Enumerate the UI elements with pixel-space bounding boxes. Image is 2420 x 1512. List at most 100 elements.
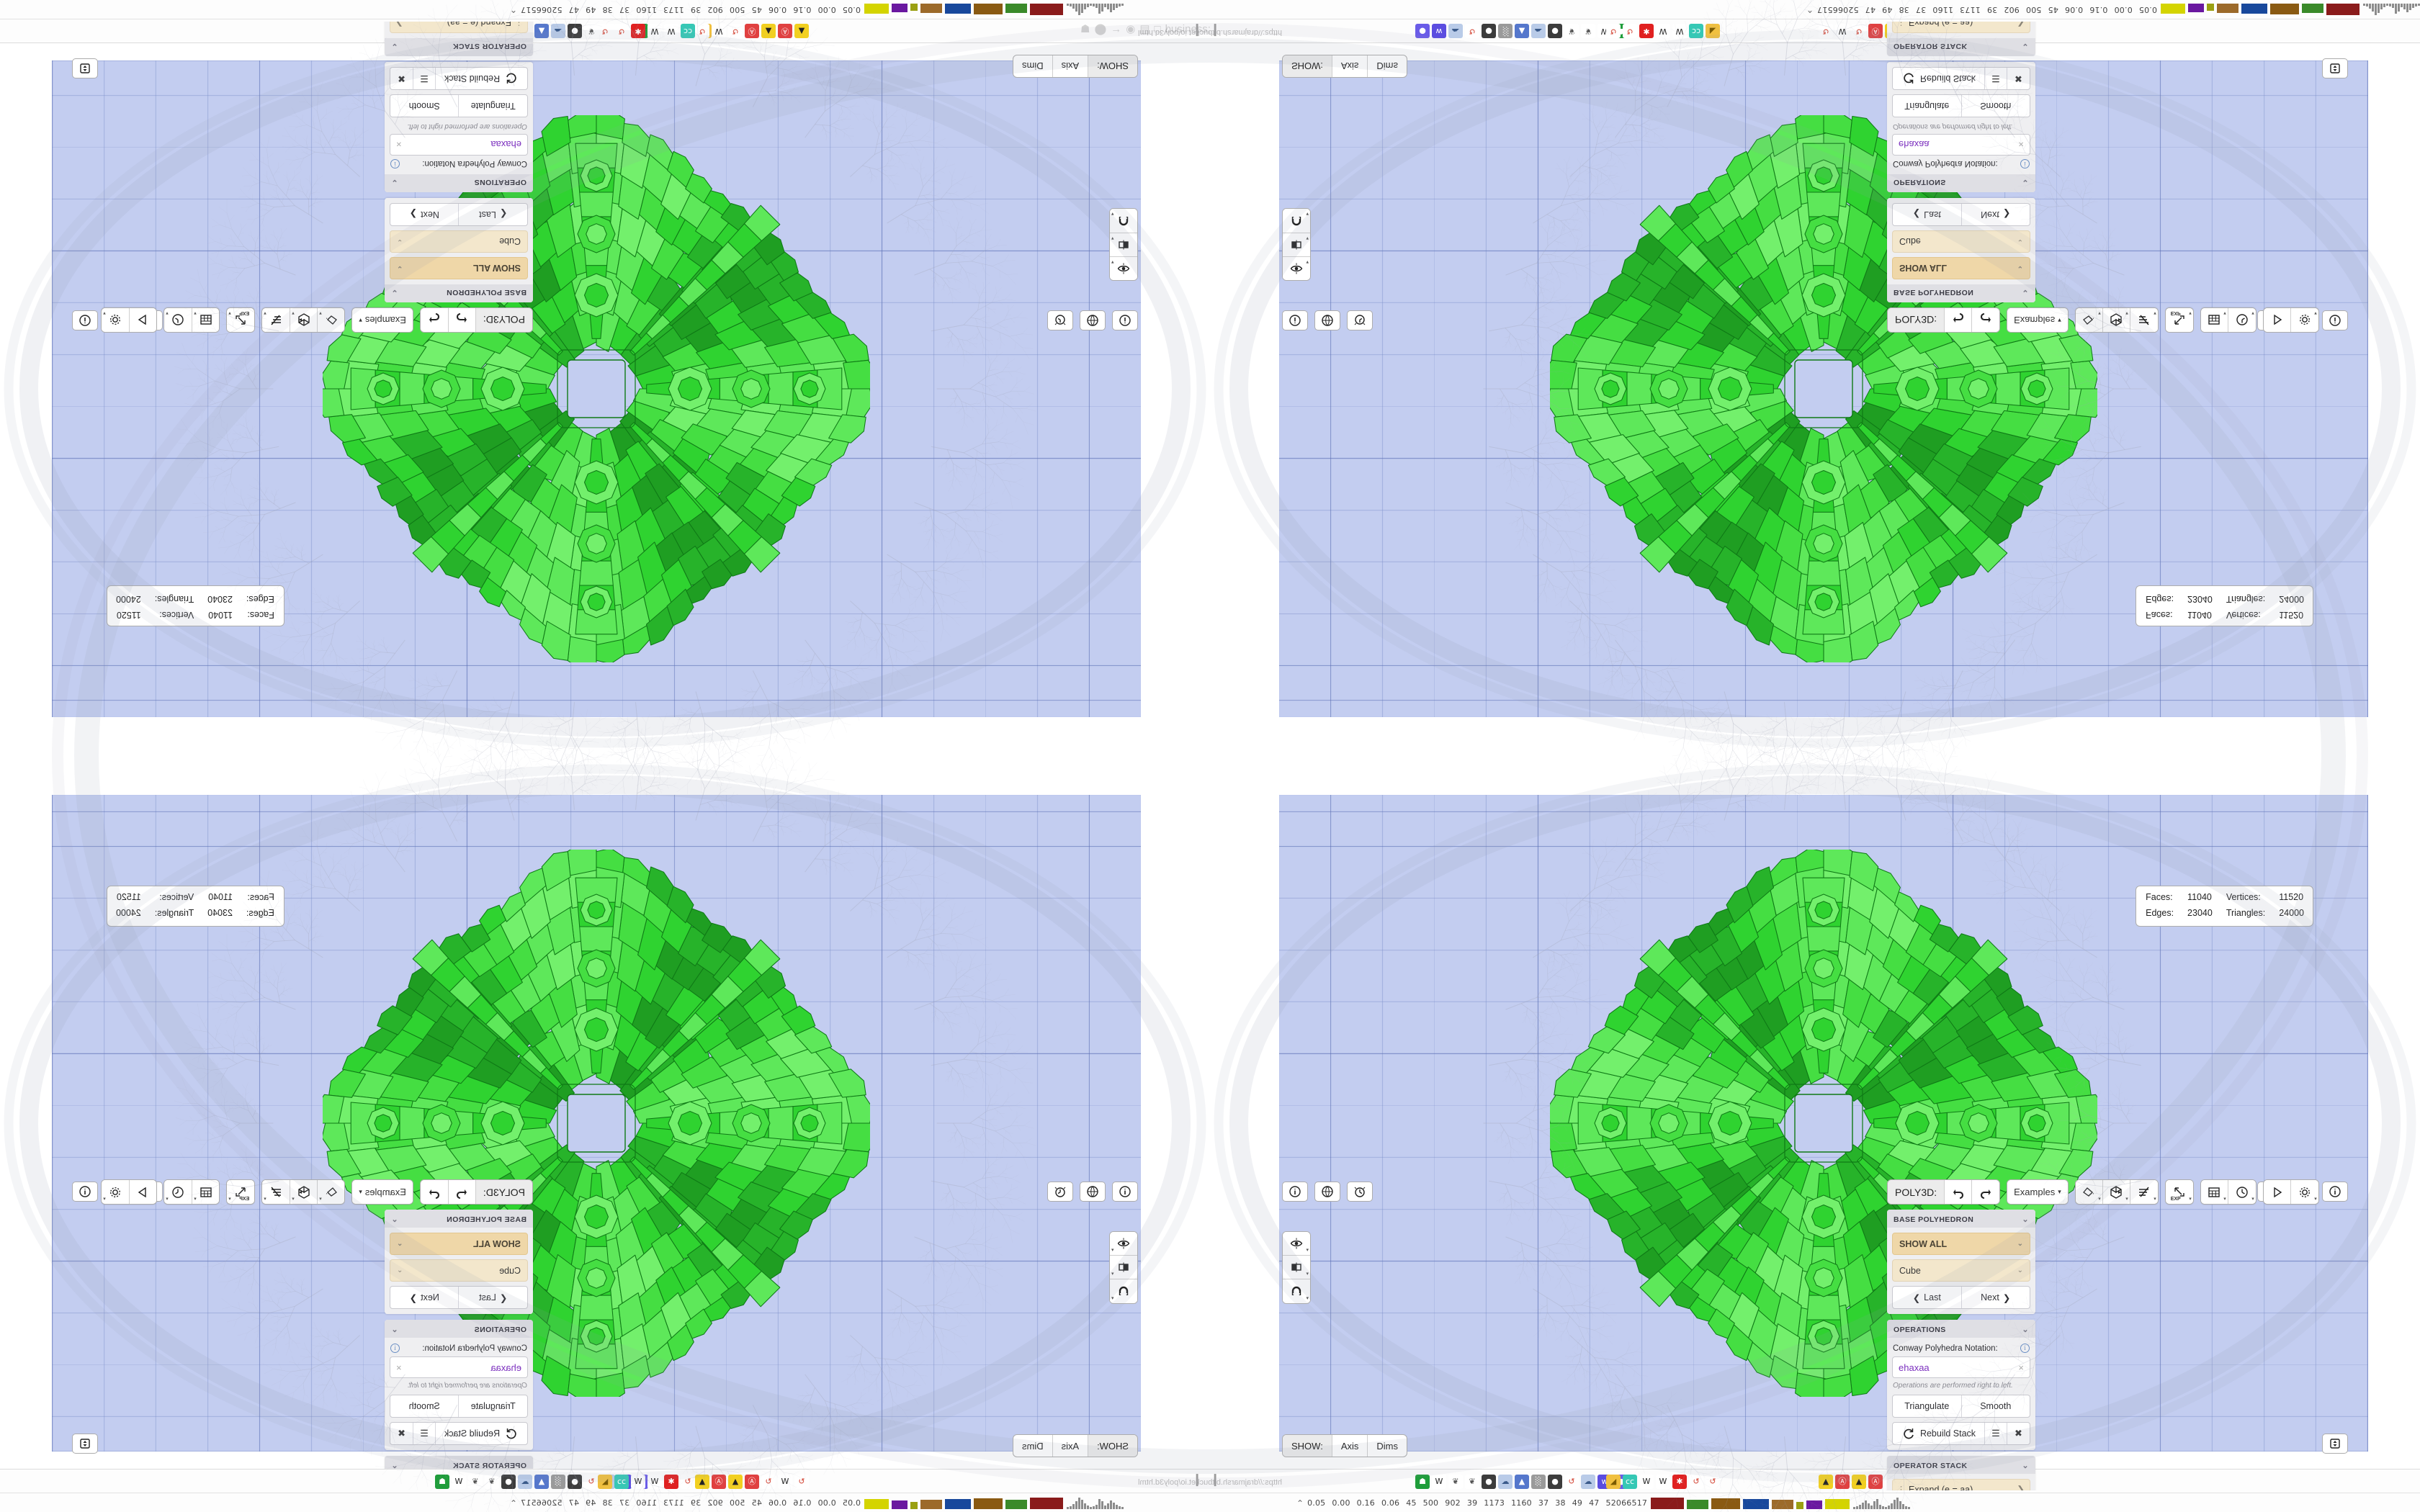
magnet-icon[interactable]: ▾: [1283, 209, 1310, 233]
lines-style-icon[interactable]: ▾: [262, 308, 290, 332]
fit-to-view-icon[interactable]: [2322, 58, 2348, 78]
export-icon[interactable]: EXP ▾: [2165, 1180, 2193, 1204]
grid-table-icon[interactable]: ▾: [2200, 1180, 2228, 1204]
card-header[interactable]: BASE POLYHEDRON ⌄: [385, 284, 533, 302]
taskbar-app-icon[interactable]: ◢: [1606, 1474, 1621, 1489]
close-icon[interactable]: ×: [396, 140, 402, 150]
taskbar-app-icon[interactable]: ☁: [1498, 1474, 1512, 1489]
globe-icon[interactable]: [1080, 310, 1106, 330]
chevron-right-icon[interactable]: ❯: [2017, 1484, 2025, 1491]
list-icon[interactable]: ☰: [1985, 68, 2007, 89]
contrast-icon[interactable]: ▾: [1110, 233, 1137, 256]
play-icon[interactable]: [2263, 308, 2291, 332]
card-header[interactable]: OPERATOR STACK ⌄: [1887, 1456, 2035, 1474]
chevron-down-icon[interactable]: ⌄: [391, 1325, 398, 1334]
close-icon[interactable]: ×: [2018, 140, 2024, 150]
last-button[interactable]: ❮ Last: [1893, 204, 1962, 225]
info-circle-icon[interactable]: [72, 1182, 98, 1202]
undo-button[interactable]: [447, 308, 475, 332]
chevron-down-icon[interactable]: ⌄: [391, 1215, 398, 1224]
taskbar-app-icon[interactable]: ▲: [1515, 1474, 1529, 1489]
card-header[interactable]: BASE POLYHEDRON ⌄: [1887, 1210, 2035, 1228]
taskbar-app-icon[interactable]: ▲: [728, 1474, 743, 1489]
sun-clock-icon[interactable]: [1047, 310, 1073, 330]
chevron-down-icon[interactable]: ⌄: [2022, 178, 2029, 187]
taskbar-app-icon[interactable]: ☗: [1415, 1474, 1430, 1489]
paint-fill-icon[interactable]: ▾: [317, 308, 345, 332]
info-icon[interactable]: i: [2020, 159, 2030, 168]
cube-shade-icon[interactable]: ▾: [290, 308, 318, 332]
info-icon[interactable]: [1112, 310, 1138, 330]
clock-icon[interactable]: ▾: [2228, 1180, 2256, 1204]
cube-shade-icon[interactable]: ▾: [290, 1180, 318, 1204]
show-toggle-axis[interactable]: Axis: [1052, 55, 1088, 77]
fit-to-view-icon[interactable]: [2322, 1434, 2348, 1454]
base-shape-select[interactable]: Cube ⌄: [1892, 230, 2030, 253]
undo-button[interactable]: [1945, 1180, 1973, 1204]
rebuild-stack-button[interactable]: Rebuild Stack: [1893, 68, 1985, 89]
taskbar-app-icon[interactable]: ░: [1531, 1474, 1546, 1489]
export-icon[interactable]: EXP ▾: [2165, 308, 2193, 332]
chevron-down-icon[interactable]: ⌄: [2022, 42, 2029, 51]
eye-visibility-icon[interactable]: ▾: [1110, 256, 1137, 280]
taskbar-app-icon[interactable]: cc: [614, 1474, 629, 1489]
smooth-button[interactable]: Smooth: [1962, 95, 2030, 117]
undo-button[interactable]: [1945, 308, 1973, 332]
clock-icon[interactable]: ▾: [2228, 308, 2256, 332]
taskbar-app-icon[interactable]: ✱: [1672, 1474, 1687, 1489]
eye-visibility-icon[interactable]: ▾: [1110, 1232, 1137, 1256]
base-category-select[interactable]: SHOW ALL ⌄: [390, 1233, 528, 1255]
taskbar-app-icon[interactable]: ↺: [584, 1474, 599, 1489]
next-button[interactable]: Next ❯: [1962, 1287, 2030, 1308]
taskbar-app-icon[interactable]: cc: [1623, 1474, 1637, 1489]
chevron-down-icon[interactable]: ⌄: [391, 178, 398, 187]
smooth-button[interactable]: Smooth: [390, 1395, 459, 1417]
examples-dropdown[interactable]: Examples ▾: [2007, 1180, 2068, 1204]
last-button[interactable]: ❮ Last: [458, 204, 527, 225]
taskbar-app-icon[interactable]: ░: [551, 1474, 565, 1489]
chevron-right-icon[interactable]: ❯: [2017, 22, 2025, 29]
eye-visibility-icon[interactable]: ▾: [1283, 256, 1310, 280]
taskbar-app-icon[interactable]: ☁: [1581, 1474, 1595, 1489]
taskbar-app-icon[interactable]: ❦: [1465, 1474, 1479, 1489]
chevron-down-icon[interactable]: ⌄: [2022, 1325, 2029, 1334]
paint-fill-icon[interactable]: ▾: [2075, 308, 2103, 332]
taskbar-app-icon[interactable]: ❦: [468, 1474, 483, 1489]
conway-notation-input[interactable]: ehaxaa ×: [1892, 1356, 2030, 1378]
taskbar-app-icon[interactable]: ◢: [598, 1474, 612, 1489]
chevron-right-icon[interactable]: ❯: [395, 22, 403, 29]
base-category-select[interactable]: SHOW ALL ⌄: [1892, 257, 2030, 279]
card-header[interactable]: BASE POLYHEDRON ⌄: [385, 1210, 533, 1228]
chevron-down-icon[interactable]: ⌄: [2022, 288, 2029, 297]
card-header[interactable]: OPERATIONS ⌄: [1887, 174, 2035, 192]
play-icon[interactable]: [2263, 1180, 2291, 1204]
taskbar-app-icon[interactable]: ❦: [485, 1474, 499, 1489]
list-icon[interactable]: ☰: [413, 68, 435, 89]
delete-icon[interactable]: ✖: [2007, 1423, 2030, 1444]
show-toggle-axis[interactable]: Axis: [1052, 1435, 1088, 1457]
magnet-icon[interactable]: ▾: [1110, 1279, 1137, 1303]
triangulate-button[interactable]: Triangulate: [1893, 1395, 1962, 1417]
taskbar-app-icon[interactable]: W: [1656, 1474, 1670, 1489]
taskbar-app-icon[interactable]: Ⓐ: [1835, 1474, 1850, 1489]
base-shape-select[interactable]: Cube ⌄: [390, 1259, 528, 1282]
eye-visibility-icon[interactable]: ▾: [1283, 1232, 1310, 1256]
stack-item[interactable]: ⋮ Expand (e = aa) ❯: [1892, 22, 2030, 33]
card-header[interactable]: OPERATIONS ⌄: [385, 1320, 533, 1338]
stack-item[interactable]: ⋮ Expand (e = aa) ❯: [1892, 1479, 2030, 1490]
sun-clock-icon[interactable]: [1347, 1182, 1373, 1202]
app-panel-top-left[interactable]: ▾ ▾ ▾ POLY3D: Examples ▾ ▾ ▾ ▾ EXP ▾ ▾ ▾ ▾ Faces: 1104…: [0, 22, 1210, 756]
taskbar-app-icon[interactable]: W: [1639, 1474, 1654, 1489]
export-icon[interactable]: EXP ▾: [227, 308, 255, 332]
taskbar-app-icon[interactable]: ▲: [534, 1474, 549, 1489]
taskbar-app-icon[interactable]: ↺: [1689, 1474, 1703, 1489]
triangulate-button[interactable]: Triangulate: [458, 95, 527, 117]
triangulate-button[interactable]: Triangulate: [1893, 95, 1962, 117]
examples-dropdown[interactable]: Examples ▾: [352, 1180, 413, 1204]
taskbar-app-icon[interactable]: Ⓐ: [745, 1474, 759, 1489]
card-header[interactable]: OPERATIONS ⌄: [385, 174, 533, 192]
favicon-row-d[interactable]: ☗ W ❦ ❦ ● ☁ ▲ ░ ● ↺ ☁ w ●: [1415, 1472, 1628, 1491]
clock-icon[interactable]: ▾: [164, 1180, 192, 1204]
taskbar-app-icon[interactable]: W: [778, 1474, 792, 1489]
